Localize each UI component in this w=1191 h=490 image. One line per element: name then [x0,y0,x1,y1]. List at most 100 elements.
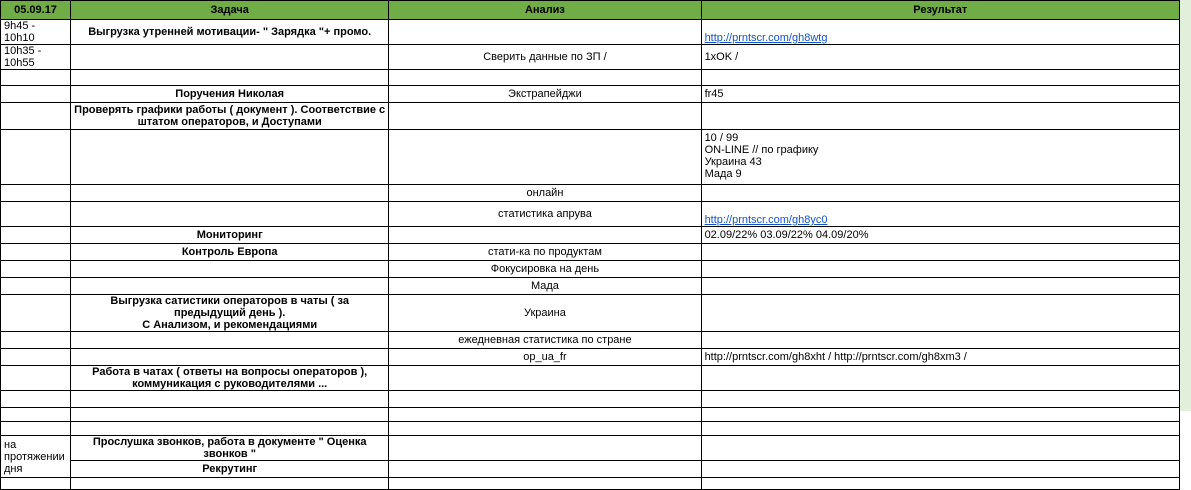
table-row: статистика апрува http://prntscr.com/gh8… [0,201,1181,227]
cell-result[interactable]: 10 / 99 ON-LINE // по графику Украина 43… [700,129,1181,185]
cell-analysis[interactable]: Сверить данные по ЗП / [388,44,702,70]
cell-date[interactable] [0,102,72,130]
table-row: 9h45 - 10h10 Выгрузка утренней мотивации… [0,19,1181,45]
cell-date[interactable] [0,243,72,261]
cell-task[interactable] [70,44,390,70]
header-cell-task[interactable]: Задача [70,0,390,20]
cell-result[interactable] [700,390,1181,408]
cell-date[interactable] [0,390,72,408]
cell-date[interactable] [0,294,72,332]
cell-analysis[interactable]: Фокусировка на день [388,260,702,278]
cell-analysis[interactable]: онлайн [388,184,702,202]
header-cell-analysis[interactable]: Анализ [388,0,702,20]
cell-analysis[interactable]: ежедневная статистика по стране [388,331,702,349]
cell-result[interactable]: http://prntscr.com/gh8wtg [700,19,1181,45]
cell-task[interactable]: Работа в чатах ( ответы на вопросы опера… [70,365,390,391]
cell-date[interactable] [0,129,72,185]
cell-date[interactable] [0,260,72,278]
table-row: Рекрутинг [1,460,1181,478]
cell-task[interactable]: Поручения Николая [70,85,390,103]
cell-result[interactable] [700,365,1181,391]
cell-analysis[interactable]: Экстрапейджи [388,85,702,103]
cell-analysis[interactable] [388,69,702,86]
cell-analysis[interactable] [388,421,702,436]
cell-analysis[interactable] [388,460,702,478]
cell-date[interactable] [0,348,72,366]
cell-date[interactable] [0,85,72,103]
cell-task[interactable] [70,477,390,490]
cell-result[interactable] [700,69,1181,86]
cell-date[interactable] [0,365,72,391]
right-margin-rail [1180,0,1191,411]
cell-task[interactable] [70,129,390,185]
cell-task[interactable]: Мониторинг [70,226,390,244]
cell-analysis[interactable] [388,407,702,422]
cell-task[interactable] [70,348,390,366]
cell-result[interactable] [700,294,1181,332]
header-cell-date[interactable]: 05.09.17 [0,0,72,20]
cell-analysis[interactable] [388,435,702,461]
cell-task[interactable] [70,184,390,202]
cell-task[interactable]: Проверять графики работы ( документ ). С… [70,102,390,130]
cell-result[interactable] [700,460,1181,478]
cell-result[interactable]: 02.09/22% 03.09/22% 04.09/20% [700,226,1181,244]
cell-task[interactable]: Рекрутинг [70,460,390,478]
cell-analysis[interactable] [388,365,702,391]
cell-task[interactable]: Прослушка звонков, работа в документе " … [70,435,390,461]
cell-task[interactable] [70,390,390,408]
cell-task[interactable] [70,201,390,227]
cell-task[interactable] [70,331,390,349]
cell-task[interactable] [70,69,390,86]
cell-analysis[interactable] [388,129,702,185]
cell-date[interactable] [0,226,72,244]
cell-result[interactable] [700,435,1181,461]
cell-task[interactable]: Выгрузка утренней мотивации- " Зарядка "… [70,19,390,45]
table-row [0,477,1181,490]
cell-result[interactable] [700,243,1181,261]
cell-result[interactable] [700,477,1181,490]
cell-analysis[interactable]: op_ua_fr [388,348,702,366]
cell-result[interactable]: 1xOK / [700,44,1181,70]
cell-analysis[interactable] [388,477,702,490]
cell-result[interactable] [700,407,1181,422]
cell-result[interactable] [700,102,1181,130]
cell-analysis[interactable]: Мада [388,277,702,295]
cell-date[interactable]: 10h35 - 10h55 [0,44,72,70]
table-row: Мониторинг 02.09/22% 03.09/22% 04.09/20% [0,226,1181,244]
cell-task[interactable]: Выгрузка сатистики операторов в чаты ( з… [70,294,390,332]
cell-task[interactable] [70,421,390,436]
cell-analysis[interactable] [388,102,702,130]
result-link[interactable]: http://prntscr.com/gh8yc0 [704,214,828,226]
cell-result[interactable] [700,184,1181,202]
cell-date[interactable] [0,69,72,86]
cell-analysis[interactable] [388,226,702,244]
cell-task[interactable] [70,277,390,295]
cell-result[interactable] [700,260,1181,278]
cell-date[interactable] [0,407,72,422]
cell-date[interactable] [0,421,72,436]
cell-analysis[interactable] [388,390,702,408]
cell-result[interactable] [700,277,1181,295]
cell-analysis[interactable] [388,19,702,45]
cell-date-duration[interactable]: на протяжении дня [0,435,72,478]
cell-result[interactable] [700,331,1181,349]
cell-date[interactable] [0,477,72,490]
cell-analysis[interactable]: стати-ка по продуктам [388,243,702,261]
cell-result[interactable]: http://prntscr.com/gh8xht / http://prnts… [700,348,1181,366]
header-cell-result[interactable]: Результат [700,0,1181,20]
cell-date[interactable] [0,184,72,202]
cell-result[interactable] [700,421,1181,436]
cell-result[interactable]: fr45 [700,85,1181,103]
cell-date[interactable]: 9h45 - 10h10 [0,19,72,45]
cell-task[interactable]: Контроль Европа [70,243,390,261]
result-link[interactable]: http://prntscr.com/gh8wtg [704,32,828,44]
cell-date[interactable] [0,331,72,349]
cell-date[interactable] [0,201,72,227]
cell-task[interactable] [70,407,390,422]
cell-task[interactable] [70,260,390,278]
cell-result[interactable]: http://prntscr.com/gh8yc0 [700,201,1181,227]
cell-analysis[interactable]: Украина [388,294,702,332]
cell-date[interactable] [0,277,72,295]
cell-analysis[interactable]: статистика апрува [388,201,702,227]
